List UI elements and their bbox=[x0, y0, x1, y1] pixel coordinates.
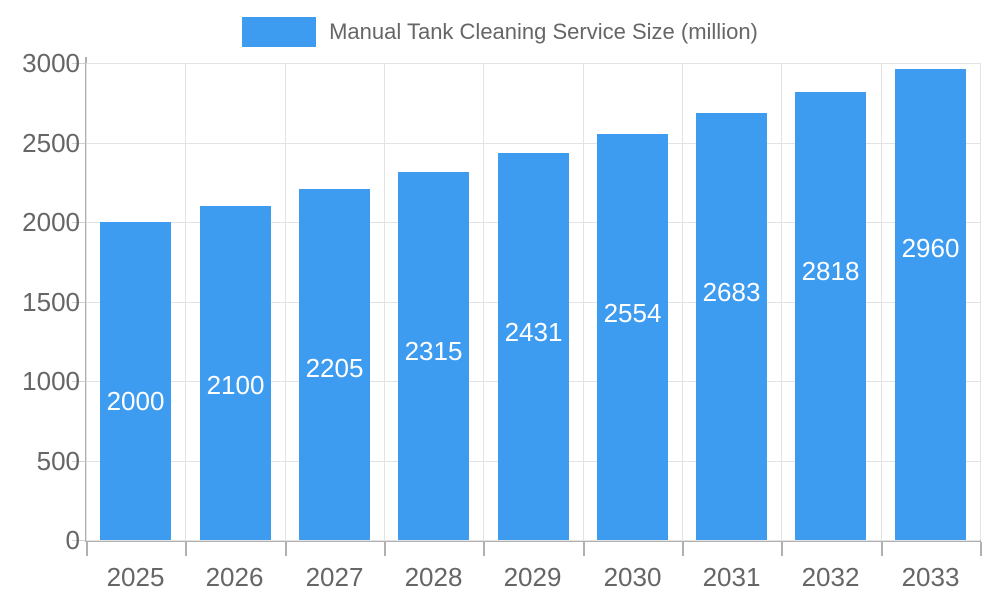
bar-value-label: 2000 bbox=[106, 386, 165, 416]
gridline-horizontal bbox=[86, 142, 980, 144]
y-axis-label: 0 bbox=[65, 525, 80, 555]
y-axis-tick bbox=[72, 142, 85, 144]
y-axis-label: 2000 bbox=[22, 207, 80, 237]
y-axis-tick bbox=[72, 460, 85, 462]
x-axis-label: 2032 bbox=[801, 562, 860, 592]
bar-value-label: 2100 bbox=[206, 370, 265, 401]
bar-value-label: 2431 bbox=[504, 317, 563, 348]
gridline-vertical bbox=[185, 63, 186, 540]
y-axis-tick bbox=[72, 222, 85, 223]
legend-color-swatch bbox=[242, 17, 317, 47]
gridline-vertical bbox=[483, 63, 484, 540]
x-axis-tick bbox=[781, 542, 783, 556]
x-axis-tick bbox=[682, 542, 684, 556]
gridline-vertical bbox=[583, 63, 584, 540]
x-axis-tick bbox=[86, 542, 88, 556]
bar[interactable] bbox=[597, 133, 668, 540]
bar[interactable] bbox=[895, 69, 966, 540]
bar[interactable] bbox=[696, 113, 767, 540]
gridline-vertical bbox=[285, 63, 286, 540]
x-axis-tick bbox=[980, 542, 982, 556]
y-axis-label: 1000 bbox=[22, 366, 80, 396]
y-axis-tick bbox=[72, 540, 85, 541]
x-axis-tick bbox=[185, 542, 187, 556]
bar[interactable] bbox=[100, 222, 171, 540]
bar-value-label: 2554 bbox=[603, 297, 662, 328]
y-axis-tick bbox=[72, 381, 85, 382]
bar-value-label: 2818 bbox=[801, 255, 860, 286]
gridline-vertical bbox=[781, 63, 782, 540]
y-axis-label: 3000 bbox=[22, 48, 80, 78]
y-axis-label: 500 bbox=[36, 445, 80, 476]
x-axis-label: 2033 bbox=[901, 562, 960, 592]
chart-legend: Manual Tank Cleaning Service Size (milli… bbox=[0, 10, 1000, 54]
legend-label: Manual Tank Cleaning Service Size (milli… bbox=[329, 19, 758, 44]
plot-area bbox=[86, 63, 981, 541]
bar-value-label: 2960 bbox=[901, 233, 960, 264]
gridline-horizontal bbox=[86, 540, 980, 541]
x-axis-label: 2031 bbox=[702, 562, 761, 592]
x-axis-tick bbox=[384, 542, 386, 556]
gridline-vertical bbox=[980, 63, 981, 540]
bar[interactable] bbox=[795, 91, 866, 540]
bar[interactable] bbox=[200, 206, 271, 540]
bar-value-label: 2315 bbox=[404, 335, 463, 366]
x-axis-tick bbox=[881, 542, 883, 556]
x-axis-line bbox=[85, 540, 981, 542]
x-axis-label: 2027 bbox=[305, 562, 364, 592]
y-axis-tick bbox=[72, 301, 85, 303]
bar-value-label: 2683 bbox=[702, 277, 761, 308]
y-axis-label: 2500 bbox=[22, 127, 80, 158]
bar[interactable] bbox=[498, 153, 569, 540]
gridline-vertical bbox=[384, 63, 385, 540]
x-axis-tick bbox=[483, 542, 485, 556]
y-axis-tick bbox=[72, 63, 85, 64]
x-axis-label: 2025 bbox=[106, 562, 165, 592]
gridline-vertical bbox=[682, 63, 683, 540]
x-axis-label: 2028 bbox=[404, 562, 463, 592]
x-axis-label: 2029 bbox=[503, 562, 562, 592]
bar[interactable] bbox=[398, 171, 469, 540]
y-axis-label: 1500 bbox=[22, 286, 80, 317]
gridline-vertical bbox=[881, 63, 882, 540]
gridline-horizontal bbox=[86, 63, 980, 64]
x-axis-label: 2030 bbox=[603, 562, 662, 592]
gridline-vertical bbox=[86, 63, 87, 540]
x-axis-tick bbox=[285, 542, 287, 556]
x-axis-tick bbox=[583, 542, 585, 556]
x-axis-label: 2026 bbox=[205, 562, 264, 592]
bar-value-label: 2205 bbox=[305, 353, 364, 384]
bar[interactable] bbox=[299, 189, 370, 540]
